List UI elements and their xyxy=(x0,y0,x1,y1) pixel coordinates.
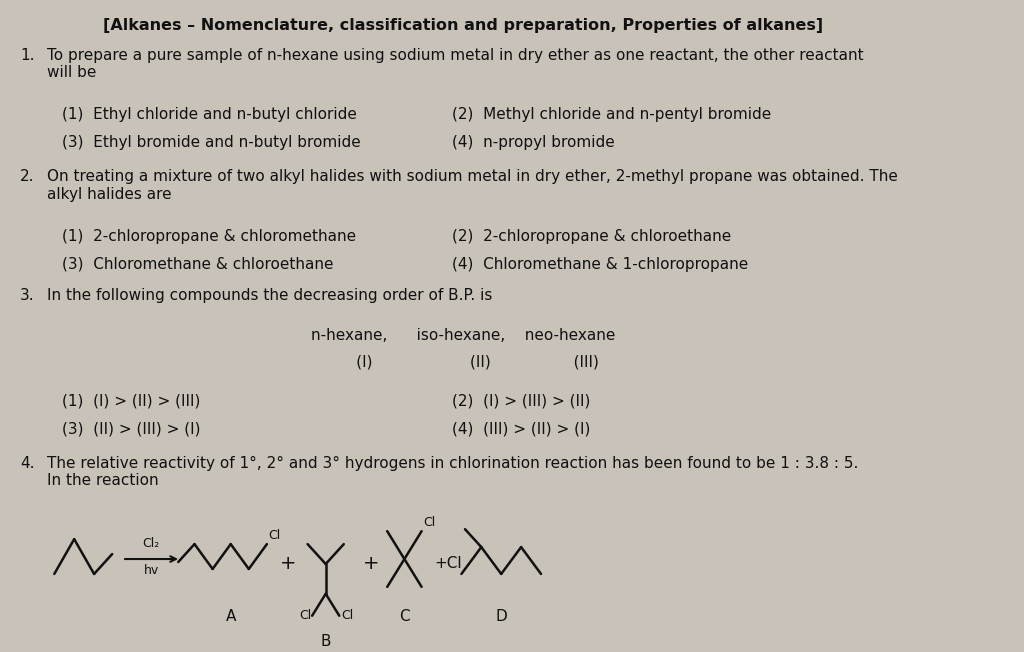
Text: Cl: Cl xyxy=(423,516,435,529)
Text: To prepare a pure sample of n-hexane using sodium metal in dry ether as one reac: To prepare a pure sample of n-hexane usi… xyxy=(47,48,863,80)
Text: (3)  (II) > (III) > (I): (3) (II) > (III) > (I) xyxy=(61,422,200,437)
Text: +Cl: +Cl xyxy=(434,557,462,572)
Text: (2)  2-chloropropane & chloroethane: (2) 2-chloropropane & chloroethane xyxy=(453,229,731,244)
Text: C: C xyxy=(399,609,410,624)
Text: Cl: Cl xyxy=(341,609,353,622)
Text: +: + xyxy=(280,554,296,574)
Text: On treating a mixture of two alkyl halides with sodium metal in dry ether, 2-met: On treating a mixture of two alkyl halid… xyxy=(47,169,898,201)
Text: A: A xyxy=(225,609,236,624)
Text: (I)                    (II)                 (III): (I) (II) (III) xyxy=(328,354,599,369)
Text: 1.: 1. xyxy=(19,48,35,63)
Text: (3)  Ethyl bromide and n-butyl bromide: (3) Ethyl bromide and n-butyl bromide xyxy=(61,135,360,150)
Text: Cl: Cl xyxy=(268,529,281,542)
Text: hv: hv xyxy=(143,564,159,577)
Text: (3)  Chloromethane & chloroethane: (3) Chloromethane & chloroethane xyxy=(61,257,333,272)
Text: [Alkanes – Nomenclature, classification and preparation, Properties of alkanes]: [Alkanes – Nomenclature, classification … xyxy=(103,18,823,33)
Text: +: + xyxy=(362,554,379,574)
Text: B: B xyxy=(321,634,331,649)
Text: The relative reactivity of 1°, 2° and 3° hydrogens in chlorination reaction has : The relative reactivity of 1°, 2° and 3°… xyxy=(47,456,858,488)
Text: 4.: 4. xyxy=(19,456,35,471)
Text: (2)  Methyl chloride and n-pentyl bromide: (2) Methyl chloride and n-pentyl bromide xyxy=(453,108,772,123)
Text: (4)  (III) > (II) > (I): (4) (III) > (II) > (I) xyxy=(453,422,591,437)
Text: n-hexane,      iso-hexane,    neo-hexane: n-hexane, iso-hexane, neo-hexane xyxy=(311,328,615,343)
Text: 3.: 3. xyxy=(19,288,35,303)
Text: (4)  n-propyl bromide: (4) n-propyl bromide xyxy=(453,135,615,150)
Text: D: D xyxy=(496,609,507,624)
Text: (1)  Ethyl chloride and n-butyl chloride: (1) Ethyl chloride and n-butyl chloride xyxy=(61,108,356,123)
Text: (2)  (I) > (III) > (II): (2) (I) > (III) > (II) xyxy=(453,394,591,409)
Text: (1)  2-chloropropane & chloromethane: (1) 2-chloropropane & chloromethane xyxy=(61,229,355,244)
Text: 2.: 2. xyxy=(19,169,35,184)
Text: (1)  (I) > (II) > (III): (1) (I) > (II) > (III) xyxy=(61,394,200,409)
Text: (4)  Chloromethane & 1-chloropropane: (4) Chloromethane & 1-chloropropane xyxy=(453,257,749,272)
Text: Cl₂: Cl₂ xyxy=(142,537,160,550)
Text: Cl: Cl xyxy=(299,609,311,622)
Text: In the following compounds the decreasing order of B.P. is: In the following compounds the decreasin… xyxy=(47,288,493,303)
